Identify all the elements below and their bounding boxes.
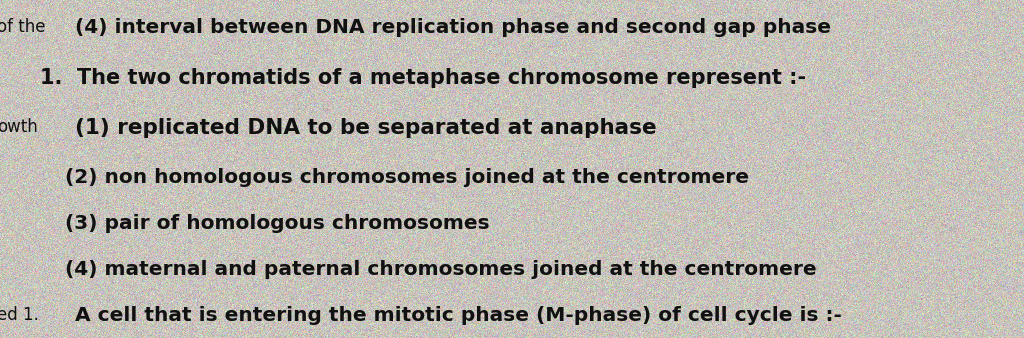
Text: (4) maternal and paternal chromosomes joined at the centromere: (4) maternal and paternal chromosomes jo… — [65, 260, 816, 279]
Text: (4) interval between DNA replication phase and second gap phase: (4) interval between DNA replication pha… — [75, 18, 831, 37]
Text: (1) replicated DNA to be separated at anaphase: (1) replicated DNA to be separated at an… — [75, 118, 656, 138]
Text: (3) pair of homologous chromosomes: (3) pair of homologous chromosomes — [65, 214, 489, 233]
Text: owth: owth — [0, 118, 38, 136]
Text: A cell that is entering the mitotic phase (M-phase) of cell cycle is :-: A cell that is entering the mitotic phas… — [75, 306, 842, 325]
Text: of the: of the — [0, 18, 45, 36]
Text: ed 1.: ed 1. — [0, 306, 39, 324]
Text: (2) non homologous chromosomes joined at the centromere: (2) non homologous chromosomes joined at… — [65, 168, 749, 187]
Text: 1.  The two chromatids of a metaphase chromosome represent :-: 1. The two chromatids of a metaphase chr… — [40, 68, 806, 88]
